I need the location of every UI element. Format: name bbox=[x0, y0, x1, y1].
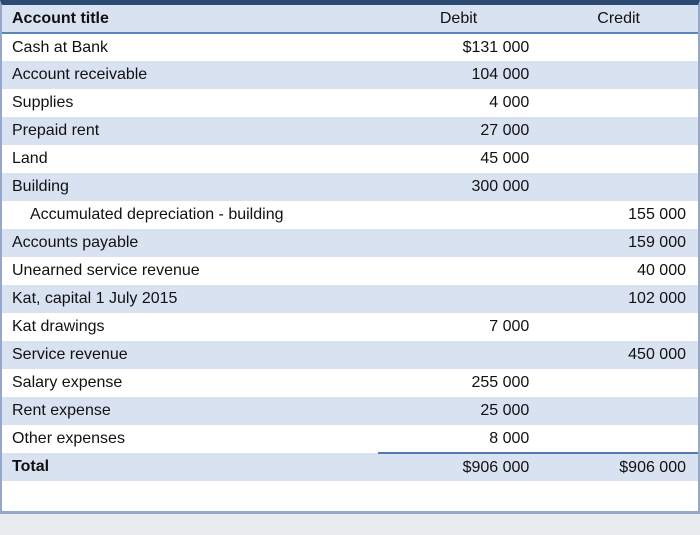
table-row: Land 45 000 bbox=[2, 145, 698, 173]
account-title-cell: Building bbox=[2, 173, 378, 201]
table-row: Rent expense 25 000 bbox=[2, 397, 698, 425]
table-row: Cash at Bank $131 000 bbox=[2, 33, 698, 61]
table-row: Service revenue 450 000 bbox=[2, 341, 698, 369]
empty-row bbox=[2, 481, 698, 511]
credit-value-cell bbox=[539, 173, 698, 201]
debit-value-cell: 300 000 bbox=[377, 173, 540, 201]
debit-value-cell: 4 000 bbox=[377, 89, 540, 117]
debit-value-cell: 255 000 bbox=[377, 369, 540, 397]
debit-value-cell: 8 000 bbox=[377, 425, 540, 453]
empty-cell bbox=[2, 481, 378, 511]
account-title-cell: Other expenses bbox=[2, 425, 378, 453]
trial-balance-table: Account title Debit Credit Cash at Bank $… bbox=[0, 0, 700, 514]
table-row: Prepaid rent 27 000 bbox=[2, 117, 698, 145]
account-title-cell: Salary expense bbox=[2, 369, 378, 397]
table-row: Account receivable 104 000 bbox=[2, 61, 698, 89]
total-row: Total $906 000 $906 000 bbox=[2, 452, 698, 481]
debit-value-cell: 104 000 bbox=[377, 61, 540, 89]
table-row: Accounts payable 159 000 bbox=[2, 229, 698, 257]
table-row: Supplies 4 000 bbox=[2, 89, 698, 117]
accounts-table: Account title Debit Credit Cash at Bank $… bbox=[2, 5, 698, 511]
credit-value-cell: 155 000 bbox=[539, 201, 698, 229]
credit-value-cell: 450 000 bbox=[539, 341, 698, 369]
credit-value-cell bbox=[539, 33, 698, 61]
header-row: Account title Debit Credit bbox=[2, 5, 698, 34]
debit-value-cell: 7 000 bbox=[377, 313, 540, 341]
account-title-cell: Unearned service revenue bbox=[2, 257, 378, 285]
credit-value-cell: 40 000 bbox=[539, 257, 698, 285]
table-row: Salary expense 255 000 bbox=[2, 369, 698, 397]
debit-value-cell: $131 000 bbox=[377, 33, 540, 61]
table-row: Kat, capital 1 July 2015 102 000 bbox=[2, 285, 698, 313]
debit-value-cell bbox=[377, 285, 540, 313]
account-title-cell: Prepaid rent bbox=[2, 117, 378, 145]
credit-value-cell: 102 000 bbox=[539, 285, 698, 313]
account-title-cell: Service revenue bbox=[2, 341, 378, 369]
header-cell-account-title: Account title bbox=[2, 5, 378, 34]
credit-value-cell bbox=[539, 61, 698, 89]
debit-value-cell bbox=[377, 257, 540, 285]
table-body: Cash at Bank $131 000 Account receivable 10… bbox=[2, 33, 698, 453]
debit-value-cell: 45 000 bbox=[377, 145, 540, 173]
credit-value-cell bbox=[539, 117, 698, 145]
credit-value-cell bbox=[539, 425, 698, 453]
debit-value-cell bbox=[377, 229, 540, 257]
account-title-cell: Supplies bbox=[2, 89, 378, 117]
table-footer: Total $906 000 $906 000 bbox=[2, 452, 698, 511]
debit-value-cell: 27 000 bbox=[377, 117, 540, 145]
total-debit-value: $906 000 bbox=[377, 452, 540, 481]
table-row: Accumulated depreciation - building 155 0… bbox=[2, 201, 698, 229]
empty-cell bbox=[377, 481, 540, 511]
credit-value-cell bbox=[539, 89, 698, 117]
header-cell-credit: Credit bbox=[539, 5, 698, 34]
header-cell-debit: Debit bbox=[377, 5, 540, 34]
empty-cell bbox=[539, 481, 698, 511]
account-title-cell: Account receivable bbox=[2, 61, 378, 89]
table-row: Kat drawings 7 000 bbox=[2, 313, 698, 341]
account-title-cell: Rent expense bbox=[2, 397, 378, 425]
total-credit-value: $906 000 bbox=[539, 452, 698, 481]
credit-value-cell bbox=[539, 145, 698, 173]
credit-value-cell bbox=[539, 397, 698, 425]
total-label: Total bbox=[2, 453, 378, 481]
table-row: Building 300 000 bbox=[2, 173, 698, 201]
debit-value-cell bbox=[377, 201, 540, 229]
account-title-cell: Kat drawings bbox=[2, 313, 378, 341]
credit-value-cell bbox=[539, 313, 698, 341]
credit-value-cell: 159 000 bbox=[539, 229, 698, 257]
account-title-cell: Accumulated depreciation - building bbox=[2, 201, 378, 229]
account-title-cell: Cash at Bank bbox=[2, 33, 378, 61]
table-row: Unearned service revenue 40 000 bbox=[2, 257, 698, 285]
account-title-cell: Accounts payable bbox=[2, 229, 378, 257]
credit-value-cell bbox=[539, 369, 698, 397]
table-row: Other expenses 8 000 bbox=[2, 425, 698, 453]
debit-value-cell: 25 000 bbox=[377, 397, 540, 425]
account-title-cell: Kat, capital 1 July 2015 bbox=[2, 285, 378, 313]
debit-value-cell bbox=[377, 341, 540, 369]
account-title-cell: Land bbox=[2, 145, 378, 173]
table-header: Account title Debit Credit bbox=[2, 5, 698, 34]
